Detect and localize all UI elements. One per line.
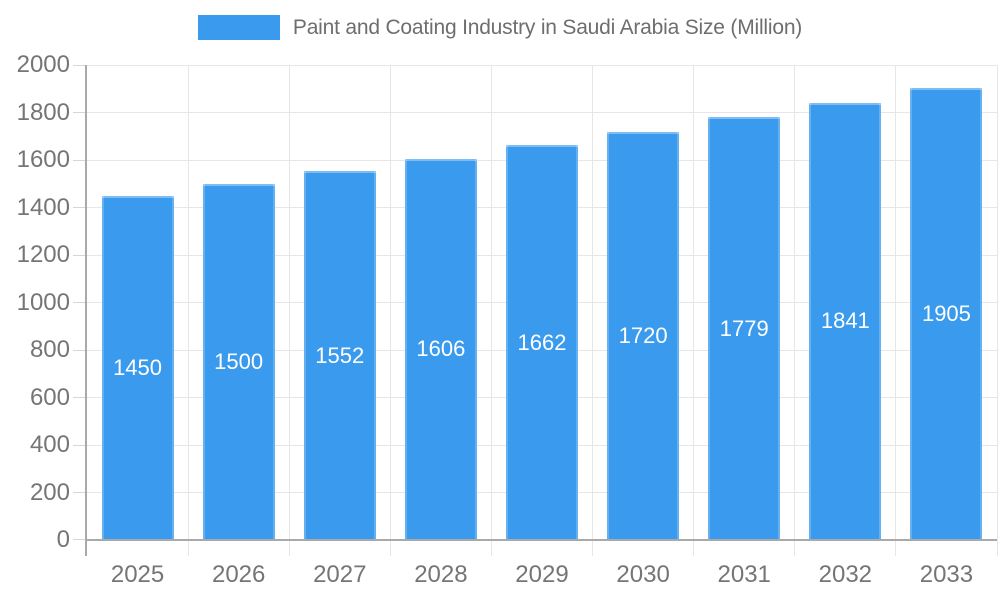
bar-value-label: 1720 [618, 322, 668, 348]
bar-2028[interactable]: 1606 [404, 158, 477, 540]
y-axis-label: 200 [29, 478, 70, 506]
bar-2032[interactable]: 1841 [809, 102, 882, 540]
x-axis-label: 2028 [414, 561, 468, 588]
y-axis-tick [73, 302, 87, 303]
y-axis-label: 1200 [16, 241, 70, 268]
bar-2031[interactable]: 1779 [708, 117, 781, 540]
bar-2027[interactable]: 1552 [303, 171, 376, 540]
bar-value-label: 1779 [719, 315, 769, 341]
y-axis-tick [73, 539, 87, 540]
x-axis-line [85, 539, 997, 541]
bar-value-label: 1552 [315, 342, 365, 368]
y-axis-line [85, 65, 87, 556]
chart-title: Paint and Coating Industry in Saudi Arab… [292, 15, 803, 39]
y-axis-tick [73, 444, 87, 446]
x-gridline [389, 65, 391, 556]
y-gridline [87, 112, 997, 113]
y-axis-label: 1600 [16, 146, 70, 173]
x-axis-label: 2032 [818, 561, 873, 588]
bar-value-label: 1450 [113, 354, 163, 380]
x-axis-label: 2026 [211, 561, 266, 588]
bar-value-label: 1662 [517, 329, 567, 355]
x-gridline [288, 65, 290, 556]
plot-area: 0 200 400 600 800 1000 1200 1400 1600 1800 2000 145… [17, 52, 998, 588]
y-axis-tick [73, 349, 87, 351]
x-gridline [693, 65, 695, 556]
bar-value-label: 1841 [820, 308, 870, 334]
x-gridline [895, 65, 897, 556]
bar-2033[interactable]: 1905 [910, 87, 983, 540]
y-axis-label: 600 [29, 383, 70, 411]
x-axis-label: 2027 [313, 561, 367, 588]
bar-value-label: 1905 [921, 300, 971, 326]
bar-2026[interactable]: 1500 [202, 183, 275, 540]
x-axis-label: 2033 [919, 561, 974, 588]
y-axis-tick [73, 207, 87, 208]
x-gridline [592, 65, 594, 556]
y-axis-label: 2000 [16, 51, 70, 78]
y-axis-label: 800 [29, 336, 70, 363]
y-axis-tick [73, 112, 87, 113]
x-axis-label: 2031 [717, 561, 771, 588]
y-axis-label: 400 [29, 431, 70, 458]
bar-value-label: 1606 [416, 336, 466, 362]
y-axis-tick [73, 254, 87, 256]
x-gridline [996, 65, 998, 556]
bar-value-label: 1500 [214, 348, 264, 374]
legend: Paint and Coating Industry in Saudi Arab… [0, 15, 1000, 40]
y-axis-tick [73, 159, 87, 161]
x-gridline [794, 65, 796, 556]
x-axis-label: 2025 [110, 561, 165, 588]
bar-2025[interactable]: 1450 [101, 195, 174, 540]
legend-swatch [197, 15, 280, 40]
bar-2030[interactable]: 1720 [607, 131, 680, 540]
x-gridline [187, 65, 189, 556]
bar-2029[interactable]: 1662 [506, 145, 578, 540]
y-axis-tick [73, 492, 87, 493]
y-gridline [87, 64, 997, 66]
y-axis-label: 1400 [16, 193, 70, 221]
x-axis-label: 2030 [616, 561, 670, 588]
x-axis-label: 2029 [515, 561, 569, 588]
y-axis-tick [73, 397, 87, 398]
x-gridline [490, 65, 492, 556]
y-axis-tick [73, 64, 87, 66]
y-axis-label: 1800 [16, 98, 70, 126]
legend-item[interactable]: Paint and Coating Industry in Saudi Arab… [197, 15, 803, 40]
y-axis-label: 1000 [16, 288, 70, 316]
y-axis-label: 0 [56, 526, 70, 553]
